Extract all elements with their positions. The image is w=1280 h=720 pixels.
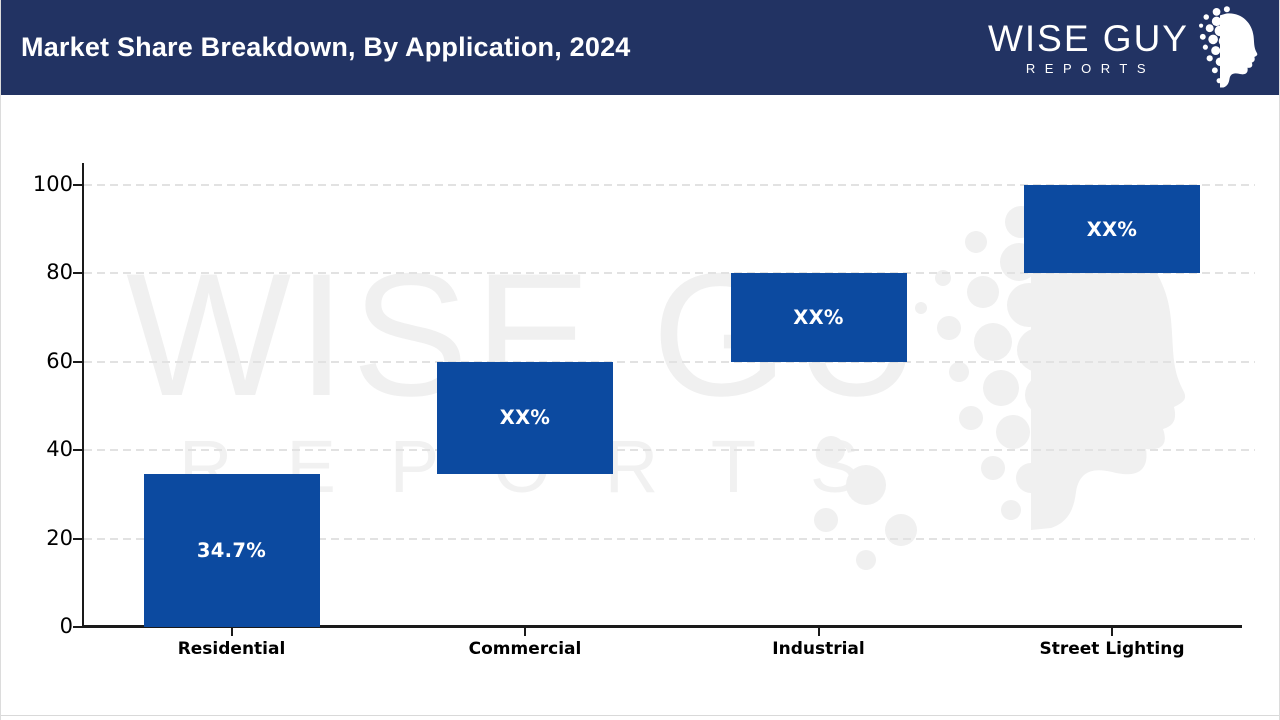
page-title: Market Share Breakdown, By Application, … [21,32,631,62]
bar-residential: 34.7% [143,473,320,627]
dotted-head-logo-icon [1199,5,1258,88]
gridline-80 [84,272,1255,275]
x-tick-residential [230,628,233,636]
x-tick-commercial [524,628,526,636]
x-axis-line [82,625,1242,628]
figure-bottom-border [1,715,1279,716]
header-band: Market Share Breakdown, By Application, … [1,0,1279,95]
y-tick-100 [73,184,82,186]
bar-commercial: XX% [437,361,613,474]
y-axis-line [82,163,84,628]
x-category-label-street-lighting: Street Lighting [1039,639,1185,659]
y-tick-60 [73,360,82,363]
bar-industrial: XX% [730,273,907,362]
y-tick-label: 0 [59,614,73,638]
y-tick-80 [73,272,82,275]
y-tick-label: 40 [46,437,73,462]
gridline-40 [84,449,1255,452]
y-tick-label: 20 [46,525,73,550]
y-tick-20 [73,537,82,540]
x-category-label-industrial: Industrial [772,639,865,659]
x-tick-industrial [817,628,820,636]
y-tick-40 [73,449,82,452]
gridline-60 [84,360,1255,363]
gridline-100 [84,184,1255,186]
bar-street-lighting: XX% [1024,185,1200,274]
bar-value-label: XX% [499,406,551,430]
bar-value-label: 34.7% [196,538,267,562]
y-tick-label: 100 [32,172,73,196]
logo-wordmark: WISE GUY [987,17,1189,59]
x-category-label-residential: Residential [177,639,286,659]
logo-text: WISE GUY REPORTS [988,20,1189,76]
y-tick-0 [73,626,82,628]
gridline-20 [84,537,1255,540]
y-tick-label: 60 [46,348,73,373]
x-tick-street-lighting [1111,628,1113,636]
wise-guy-reports-logo: WISE GUY REPORTS [988,5,1263,91]
bar-value-label: XX% [793,306,844,330]
y-tick-label: 80 [46,260,73,285]
bar-value-label: XX% [1086,217,1138,241]
x-category-label-commercial: Commercial [468,639,582,659]
logo-subtitle: REPORTS [1025,60,1156,76]
